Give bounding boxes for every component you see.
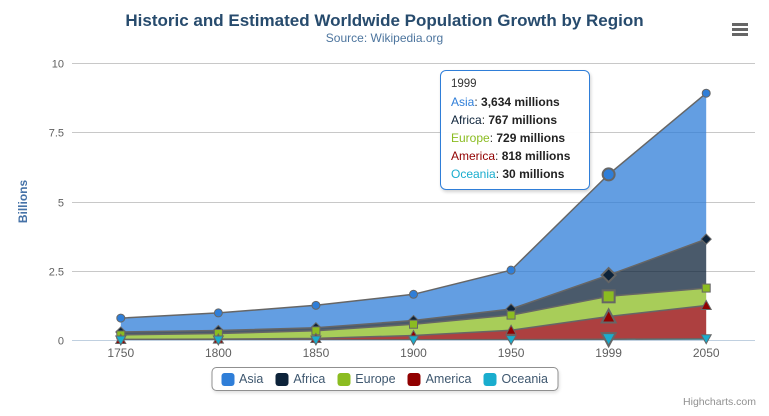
y-axis-label: 10 <box>52 59 64 71</box>
marker-oceania-1999[interactable] <box>599 332 618 349</box>
x-axis-label: 2050 <box>693 346 720 360</box>
legend-item-oceania[interactable]: Oceania <box>483 372 548 386</box>
x-axis-label: 1750 <box>107 346 134 360</box>
tooltip: 1999 Asia: 3,634 millions Africa: 767 mil… <box>440 70 590 190</box>
marker-oceania-1950[interactable] <box>505 335 517 346</box>
tooltip-series-label: America <box>451 149 496 163</box>
marker-asia-1999[interactable] <box>601 167 616 182</box>
x-axis-label: 1850 <box>303 346 330 360</box>
marker-europe-1999[interactable] <box>601 289 616 304</box>
y-axis-label: 0 <box>58 336 64 348</box>
chart-title: Historic and Estimated Worldwide Populat… <box>125 11 644 30</box>
marker-asia-1800[interactable] <box>213 308 223 318</box>
highcharts-credits-link[interactable]: Highcharts.com <box>683 396 756 408</box>
legend-item-america[interactable]: America <box>407 372 472 386</box>
marker-asia-1750[interactable] <box>116 313 126 323</box>
legend-swatch-icon <box>221 372 234 386</box>
marker-europe-1900[interactable] <box>409 319 418 329</box>
hamburger-bar <box>732 23 748 26</box>
marker-asia-1900[interactable] <box>409 289 418 299</box>
tooltip-header: 1999 <box>451 78 477 90</box>
area-band-africa[interactable] <box>120 239 707 335</box>
marker-africa-1999[interactable] <box>600 266 618 284</box>
marker-africa-2050[interactable] <box>700 233 712 245</box>
tooltip-row-europe: Europe: 729 millions <box>451 131 566 145</box>
marker-asia-1950[interactable] <box>506 265 516 275</box>
legend-label: Oceania <box>501 372 548 386</box>
legend-label: Europe <box>355 372 396 386</box>
tooltip-row-asia: Asia: 3,634 millions <box>451 95 560 109</box>
x-axis-label: 1950 <box>498 346 525 360</box>
chart-subtitle: Source: Wikipedia.org <box>325 31 444 45</box>
marker-oceania-1900[interactable] <box>407 335 420 346</box>
tooltip-row-america: America: 818 millions <box>451 149 571 163</box>
marker-europe-1950[interactable] <box>506 310 516 320</box>
y-axis-title: Billions <box>16 180 30 224</box>
marker-oceania-1850[interactable] <box>310 335 322 346</box>
tooltip-row-oceania: Oceania: 30 millions <box>451 167 565 181</box>
marker-asia-1850[interactable] <box>311 300 321 310</box>
tooltip-series-label: Europe <box>451 131 490 145</box>
tooltip-series-label: Africa <box>451 113 482 127</box>
legend-label: Africa <box>293 372 326 386</box>
marker-america-1950[interactable] <box>505 324 517 335</box>
x-axis-label: 1800 <box>205 346 232 360</box>
marker-europe-2050[interactable] <box>701 283 711 293</box>
marker-oceania-1800[interactable] <box>212 335 225 346</box>
y-axis-label: 5 <box>58 198 64 210</box>
legend-swatch-icon <box>407 372 421 386</box>
tooltip-series-label: Asia <box>451 95 475 109</box>
legend: Asia Africa Europe America Oceania <box>211 367 558 391</box>
area-band-america[interactable] <box>120 305 707 340</box>
area-band-asia[interactable] <box>120 93 707 332</box>
tooltip-row-africa: Africa: 767 millions <box>451 113 558 127</box>
tooltip-series-label: Oceania <box>451 167 496 181</box>
legend-swatch-icon <box>337 372 351 386</box>
legend-swatch-icon <box>483 372 497 386</box>
legend-swatch-icon <box>275 372 289 386</box>
legend-label: Asia <box>239 372 264 386</box>
y-axis-label: 2.5 <box>49 267 64 279</box>
marker-america-1999[interactable] <box>599 307 618 324</box>
x-axis-label: 1900 <box>400 346 427 360</box>
legend-item-africa[interactable]: Africa <box>275 372 325 386</box>
legend-label: America <box>425 372 472 386</box>
legend-item-asia[interactable]: Asia <box>221 372 263 386</box>
marker-asia-2050[interactable] <box>701 88 711 98</box>
hamburger-bar <box>732 28 748 31</box>
x-axis-label: 1999 <box>595 346 622 360</box>
hamburger-bar <box>732 33 748 36</box>
legend-item-europe[interactable]: Europe <box>337 372 396 386</box>
hamburger-icon[interactable] <box>732 22 750 37</box>
y-axis-label: 7.5 <box>49 128 64 140</box>
marker-oceania-1750[interactable] <box>114 335 127 346</box>
marker-america-2050[interactable] <box>700 299 713 310</box>
marker-oceania-2050[interactable] <box>700 334 713 345</box>
